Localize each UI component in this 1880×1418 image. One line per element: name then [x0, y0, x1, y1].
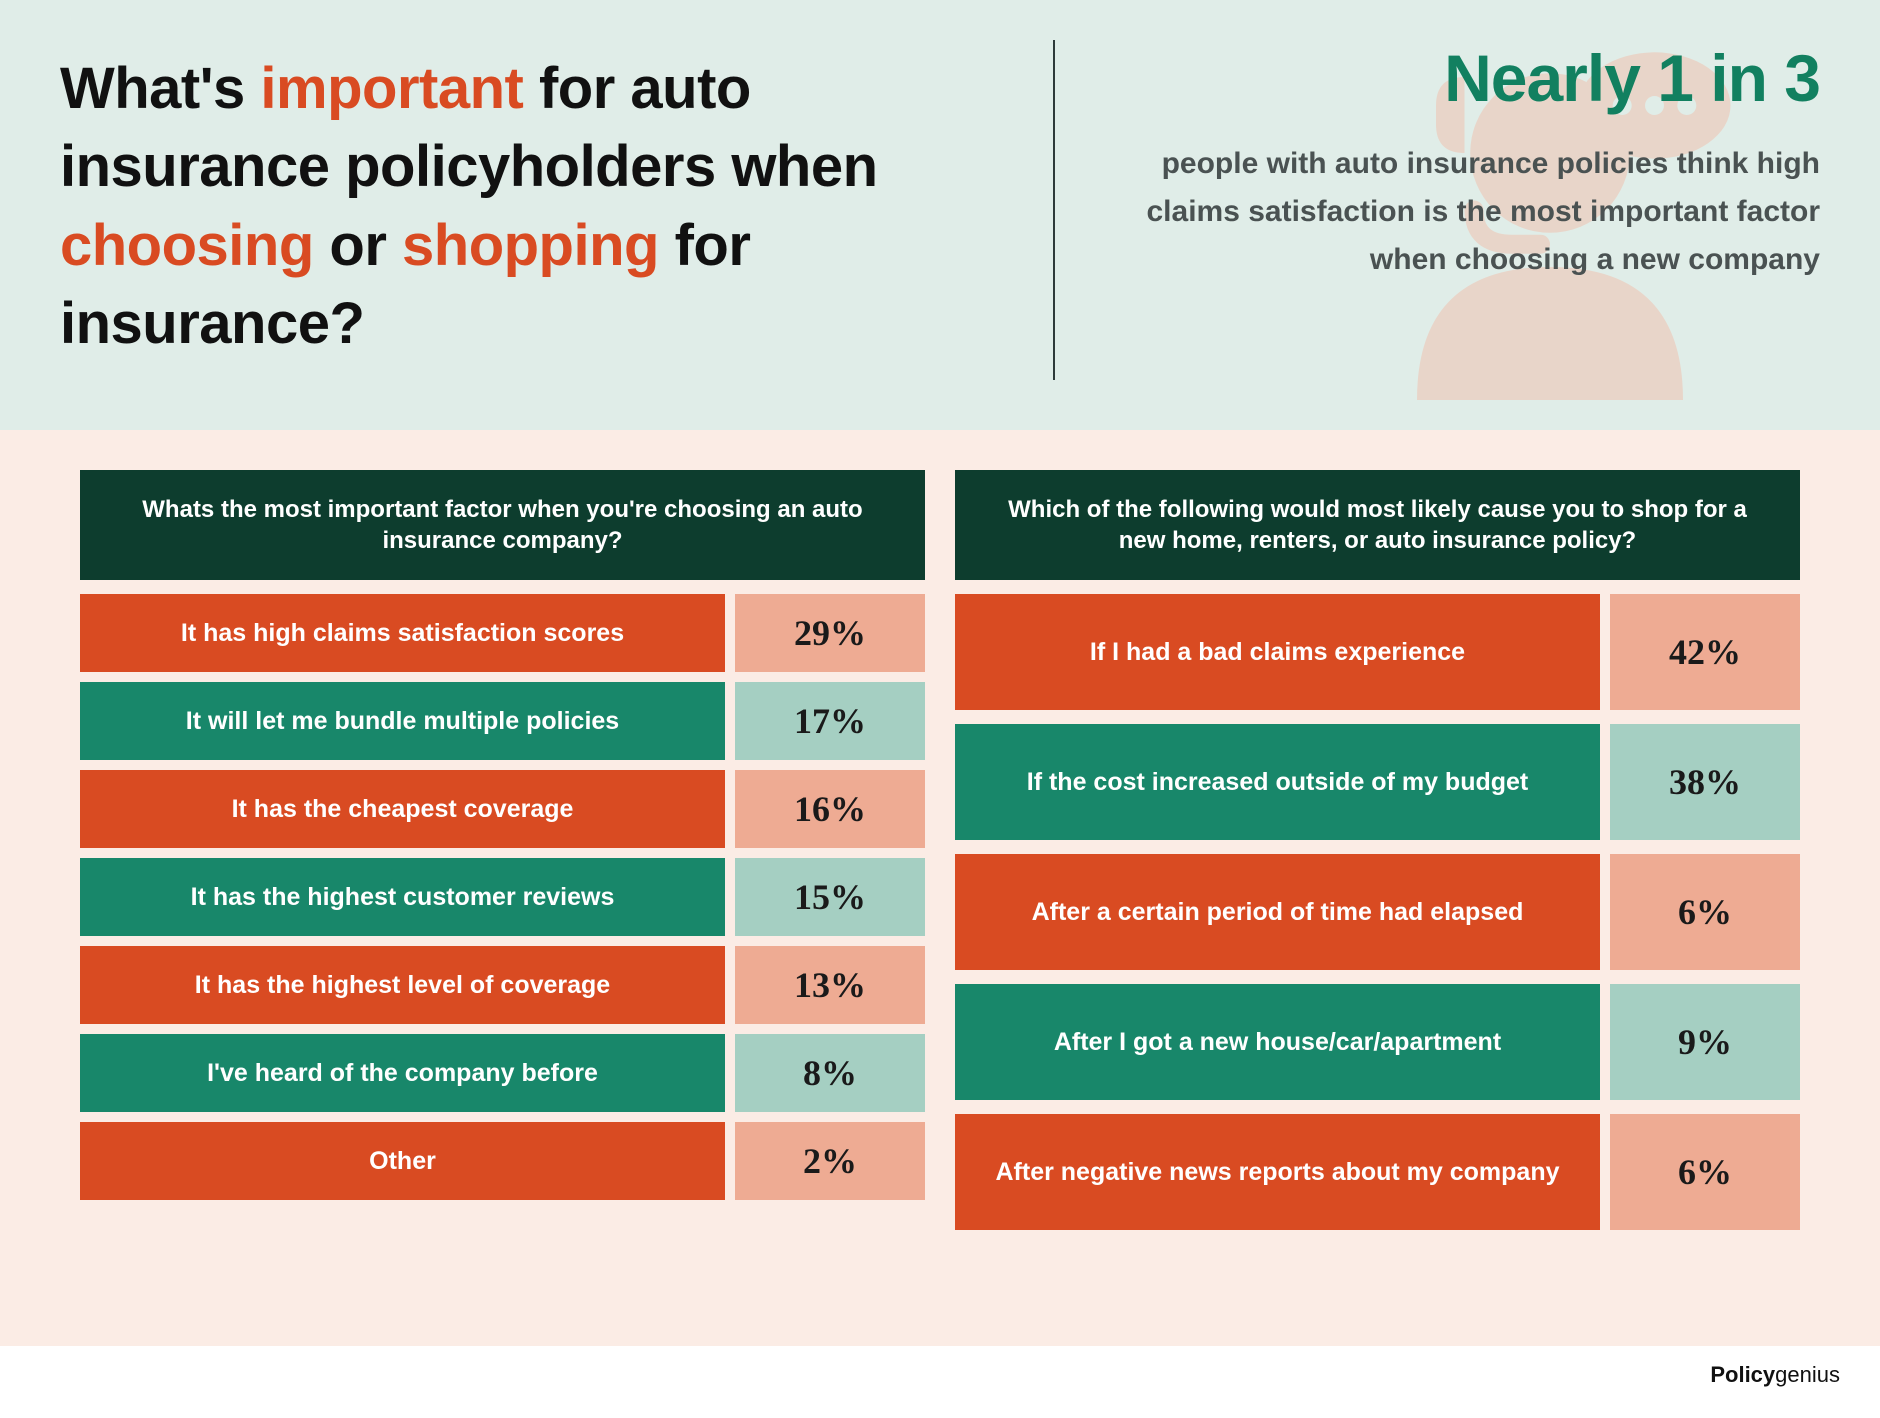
chart-row-label: If I had a bad claims experience — [955, 594, 1600, 710]
chart-row-label: After I got a new house/car/apartment — [955, 984, 1600, 1100]
chart-row: After a certain period of time had elaps… — [955, 854, 1800, 970]
chart-row-pct: 8% — [735, 1034, 925, 1112]
top-section: What's important for auto insurance poli… — [0, 0, 1880, 430]
right-chart: Which of the following would most likely… — [955, 470, 1800, 1326]
chart-row-pct: 6% — [1610, 1114, 1800, 1230]
headline-part: or — [314, 213, 402, 278]
chart-row: It has high claims satisfaction scores29… — [80, 594, 925, 672]
chart-row-pct: 17% — [735, 682, 925, 760]
chart-row: I've heard of the company before8% — [80, 1034, 925, 1112]
callout-text: people with auto insurance policies thin… — [1095, 140, 1820, 284]
bottom-section: Whats the most important factor when you… — [0, 430, 1880, 1346]
chart-row-label: I've heard of the company before — [80, 1034, 725, 1112]
headline: What's important for auto insurance poli… — [0, 0, 1053, 430]
chart-row-label: It has the highest customer reviews — [80, 858, 725, 936]
chart-row-pct: 42% — [1610, 594, 1800, 710]
chart-row: It will let me bundle multiple policies1… — [80, 682, 925, 760]
brand-regular: genius — [1775, 1362, 1840, 1387]
chart-row-pct: 13% — [735, 946, 925, 1024]
headline-accent: choosing — [60, 213, 314, 278]
chart-row: After negative news reports about my com… — [955, 1114, 1800, 1230]
headline-accent: shopping — [402, 213, 659, 278]
chart-row: It has the highest level of coverage13% — [80, 946, 925, 1024]
brand-bold: Policy — [1710, 1362, 1775, 1387]
chart-row-pct: 6% — [1610, 854, 1800, 970]
callout-stat: Nearly 1 in 3 — [1095, 40, 1820, 116]
chart-row-label: If the cost increased outside of my budg… — [955, 724, 1600, 840]
chart-row-label: After a certain period of time had elaps… — [955, 854, 1600, 970]
chart-row-label: It will let me bundle multiple policies — [80, 682, 725, 760]
left-chart-question: Whats the most important factor when you… — [80, 470, 925, 580]
chart-row: It has the highest customer reviews15% — [80, 858, 925, 936]
chart-row-pct: 38% — [1610, 724, 1800, 840]
chart-row-pct: 29% — [735, 594, 925, 672]
chart-row: Other2% — [80, 1122, 925, 1200]
right-chart-question: Which of the following would most likely… — [955, 470, 1800, 580]
chart-row-label: It has high claims satisfaction scores — [80, 594, 725, 672]
brand-logo: Policygenius — [1710, 1362, 1840, 1388]
left-chart-body: It has high claims satisfaction scores29… — [80, 594, 925, 1326]
callout: Nearly 1 in 3 people with auto insurance… — [1055, 0, 1880, 430]
infographic-container: What's important for auto insurance poli… — [0, 0, 1880, 1418]
chart-row-pct: 2% — [735, 1122, 925, 1200]
chart-row-label: After negative news reports about my com… — [955, 1114, 1600, 1230]
chart-row-pct: 16% — [735, 770, 925, 848]
chart-row: If I had a bad claims experience42% — [955, 594, 1800, 710]
left-chart: Whats the most important factor when you… — [80, 470, 925, 1326]
chart-row: It has the cheapest coverage16% — [80, 770, 925, 848]
chart-row: After I got a new house/car/apartment9% — [955, 984, 1800, 1100]
chart-row-label: It has the highest level of coverage — [80, 946, 725, 1024]
chart-row-pct: 15% — [735, 858, 925, 936]
headline-accent: important — [260, 56, 523, 121]
headline-part: What's — [60, 56, 260, 121]
chart-row: If the cost increased outside of my budg… — [955, 724, 1800, 840]
chart-row-label: Other — [80, 1122, 725, 1200]
chart-row-pct: 9% — [1610, 984, 1800, 1100]
chart-row-label: It has the cheapest coverage — [80, 770, 725, 848]
right-chart-body: If I had a bad claims experience42%If th… — [955, 594, 1800, 1326]
